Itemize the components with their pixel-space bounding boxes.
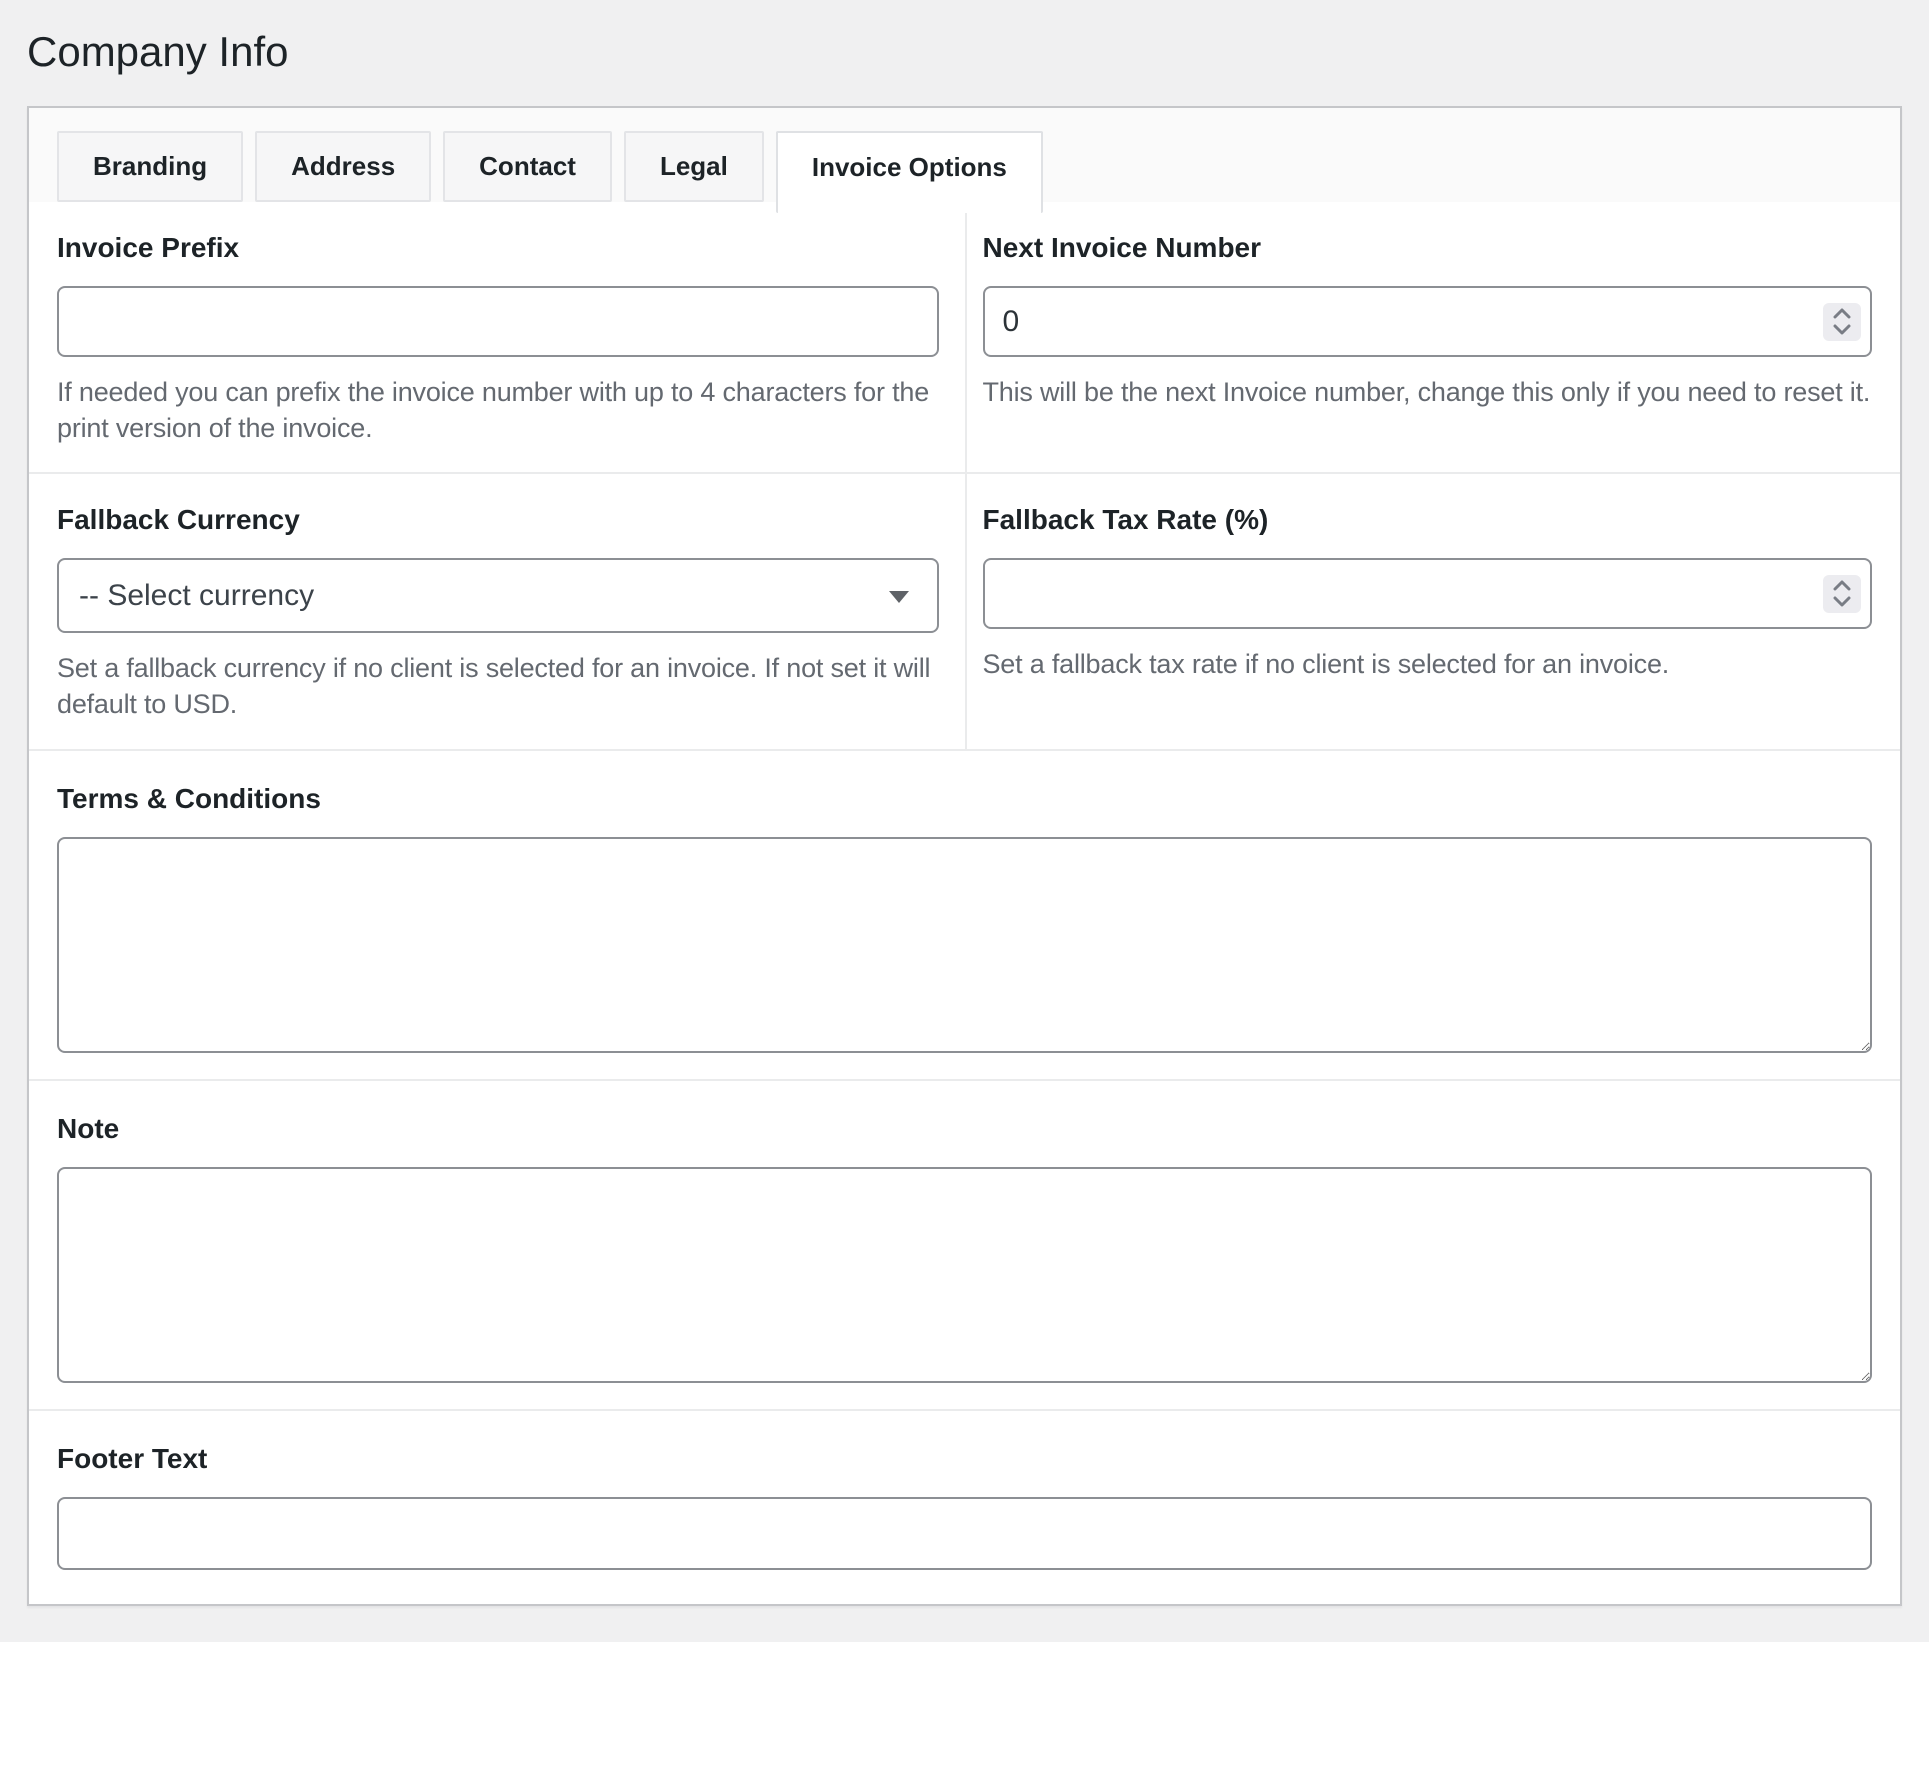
footer-text-input[interactable] <box>57 1496 1872 1570</box>
next-invoice-number-input[interactable] <box>982 286 1872 357</box>
fallback-currency-label: Fallback Currency <box>57 504 300 536</box>
terms-conditions-label: Terms & Conditions <box>57 782 321 814</box>
tab-invoice-options[interactable]: Invoice Options <box>775 131 1043 213</box>
invoice-options-grid: Invoice Prefix If needed you can prefix … <box>29 202 1900 751</box>
tab-legal[interactable]: Legal <box>623 131 764 202</box>
fallback-currency-help: Set a fallback currency if no client is … <box>57 653 931 719</box>
invoice-prefix-field: Invoice Prefix If needed you can prefix … <box>29 202 965 475</box>
chevron-down-icon <box>1833 324 1851 335</box>
chevron-down-icon <box>1833 596 1851 607</box>
note-label: Note <box>57 1112 120 1144</box>
fallback-tax-rate-wrap <box>982 558 1872 630</box>
next-invoice-number-wrap <box>982 286 1872 357</box>
chevron-up-icon <box>1833 308 1851 319</box>
terms-conditions-textarea[interactable] <box>57 836 1872 1053</box>
chevron-up-down-icon[interactable] <box>1823 574 1861 613</box>
page-title: Company Info <box>27 28 289 75</box>
tab-address[interactable]: Address <box>255 131 432 202</box>
fallback-tax-rate-label: Fallback Tax Rate (%) <box>982 504 1269 536</box>
chevron-up-down-icon[interactable] <box>1823 302 1861 341</box>
tab-contact[interactable]: Contact <box>443 131 612 202</box>
chevron-up-icon <box>1833 580 1851 591</box>
company-info-panel: Branding Address Contact Legal Invoice O… <box>27 106 1902 1606</box>
fallback-currency-field: Fallback Currency -- Select currency Set… <box>29 474 965 751</box>
fallback-tax-rate-help: Set a fallback tax rate if no client is … <box>982 649 1670 680</box>
fallback-tax-rate-input[interactable] <box>982 558 1872 630</box>
next-invoice-number-field: Next Invoice Number This will be the nex… <box>964 202 1900 475</box>
fallback-currency-select[interactable]: -- Select currency <box>57 558 939 634</box>
tab-bar: Branding Address Contact Legal Invoice O… <box>29 108 1900 213</box>
note-section: Note <box>29 1081 1900 1411</box>
next-invoice-number-label: Next Invoice Number <box>982 232 1262 263</box>
invoice-prefix-help: If needed you can prefix the invoice num… <box>57 377 930 443</box>
invoice-prefix-label: Invoice Prefix <box>57 232 240 263</box>
fallback-tax-rate-field: Fallback Tax Rate (%) Set a fallback tax… <box>964 474 1900 751</box>
fallback-currency-wrap: -- Select currency <box>57 558 939 634</box>
footer-text-section: Footer Text <box>29 1411 1900 1604</box>
invoice-prefix-input[interactable] <box>57 286 939 357</box>
note-textarea[interactable] <box>57 1166 1872 1383</box>
footer-text-label: Footer Text <box>57 1442 208 1474</box>
terms-conditions-section: Terms & Conditions <box>29 751 1900 1081</box>
next-invoice-number-help: This will be the next Invoice number, ch… <box>982 377 1871 407</box>
tab-branding[interactable]: Branding <box>57 131 244 202</box>
admin-page: Company Info Branding Address Contact Le… <box>0 0 1929 1642</box>
